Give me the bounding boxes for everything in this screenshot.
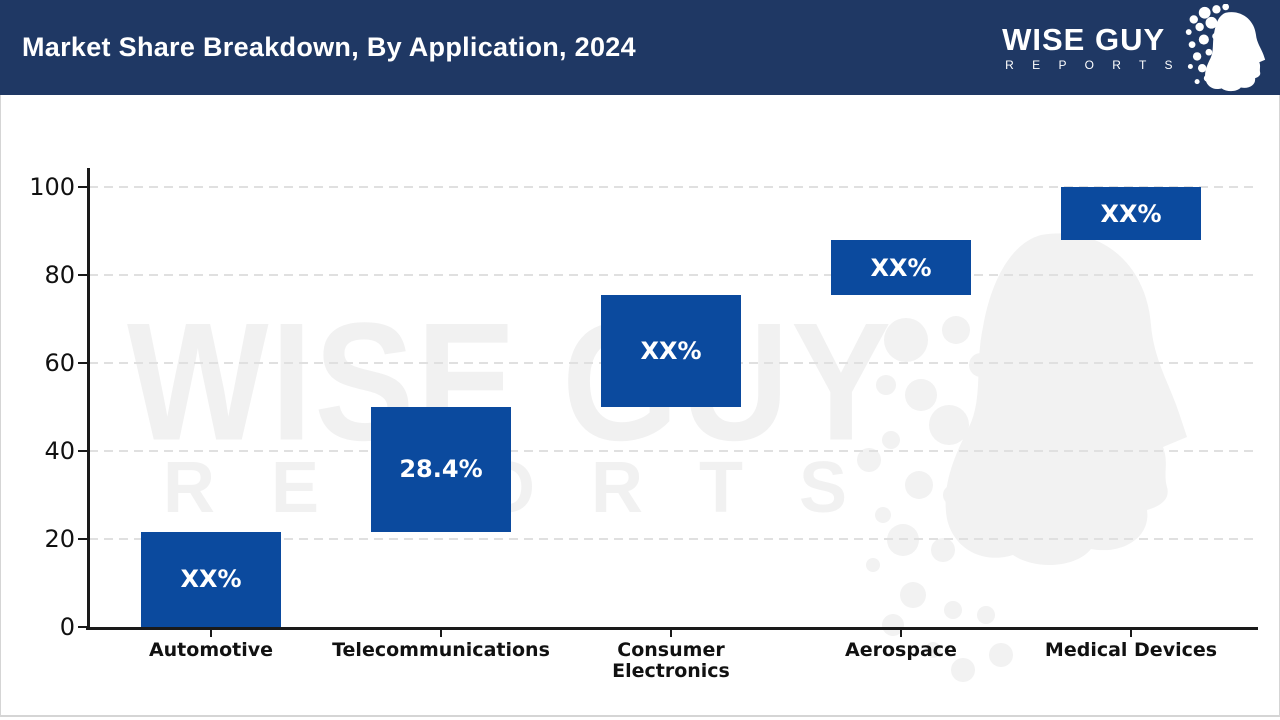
- gridline-20: [89, 538, 1257, 540]
- watermark-subtext: REPORTS: [163, 448, 904, 528]
- y-tick-label-40: 40: [44, 437, 75, 465]
- bar-consumer-electronics: XX%: [601, 295, 741, 407]
- y-tick-80: [78, 274, 87, 276]
- bar-value-label: XX%: [180, 565, 242, 594]
- brand-logo: WISE GUY R E P O R T S: [1002, 3, 1266, 92]
- chart-canvas: WISE GUY REPORTS 0 20 40 60 80 100 XX% Automoti…: [0, 95, 1280, 717]
- bar-value-label: 28.4%: [399, 455, 483, 484]
- x-tick-4: [1130, 629, 1132, 637]
- bar-value-label: XX%: [870, 253, 932, 282]
- brand-name: WISE GUY: [1002, 22, 1166, 57]
- bar-automotive: XX%: [141, 531, 281, 627]
- x-axis-label-aerospace: Aerospace: [845, 639, 957, 661]
- y-tick-20: [78, 538, 87, 540]
- brand-logo-text: WISE GUY R E P O R T S: [1002, 24, 1180, 71]
- y-axis-line: [87, 168, 90, 628]
- y-tick-label-0: 0: [59, 613, 75, 641]
- bar-value-label: XX%: [1100, 199, 1162, 228]
- x-axis-label-consumer-electronics: Consumer Electronics: [612, 639, 730, 682]
- gridline-80: [89, 274, 1257, 276]
- x-axis-label-automotive: Automotive: [148, 639, 274, 661]
- brand-subname: R E P O R T S: [1005, 58, 1180, 72]
- bar-telecommunications: 28.4%: [371, 407, 511, 532]
- x-axis-label-telecommunications: Telecommunications: [332, 639, 550, 661]
- brand-face-icon: [1185, 3, 1266, 91]
- bar-aerospace: XX%: [831, 240, 971, 296]
- y-tick-40: [78, 450, 87, 452]
- x-axis-label-medical-devices: Medical Devices: [1044, 639, 1218, 661]
- y-tick-60: [78, 362, 87, 364]
- x-tick-1: [440, 629, 442, 637]
- y-tick-label-100: 100: [29, 173, 75, 201]
- header-bar: Market Share Breakdown, By Application, …: [0, 0, 1280, 95]
- x-tick-2: [670, 629, 672, 637]
- bar-value-label: XX%: [640, 337, 702, 366]
- y-tick-label-20: 20: [44, 525, 75, 553]
- gridline-40: [89, 450, 1257, 452]
- y-tick-label-80: 80: [44, 261, 75, 289]
- y-tick-label-60: 60: [44, 349, 75, 377]
- x-axis-line: [86, 627, 1258, 630]
- x-tick-0: [210, 629, 212, 637]
- y-tick-100: [78, 186, 87, 188]
- x-tick-3: [900, 629, 902, 637]
- y-tick-0: [78, 626, 87, 628]
- page-title: Market Share Breakdown, By Application, …: [22, 32, 636, 62]
- bar-medical-devices: XX%: [1061, 187, 1201, 241]
- gridline-100: [89, 186, 1257, 188]
